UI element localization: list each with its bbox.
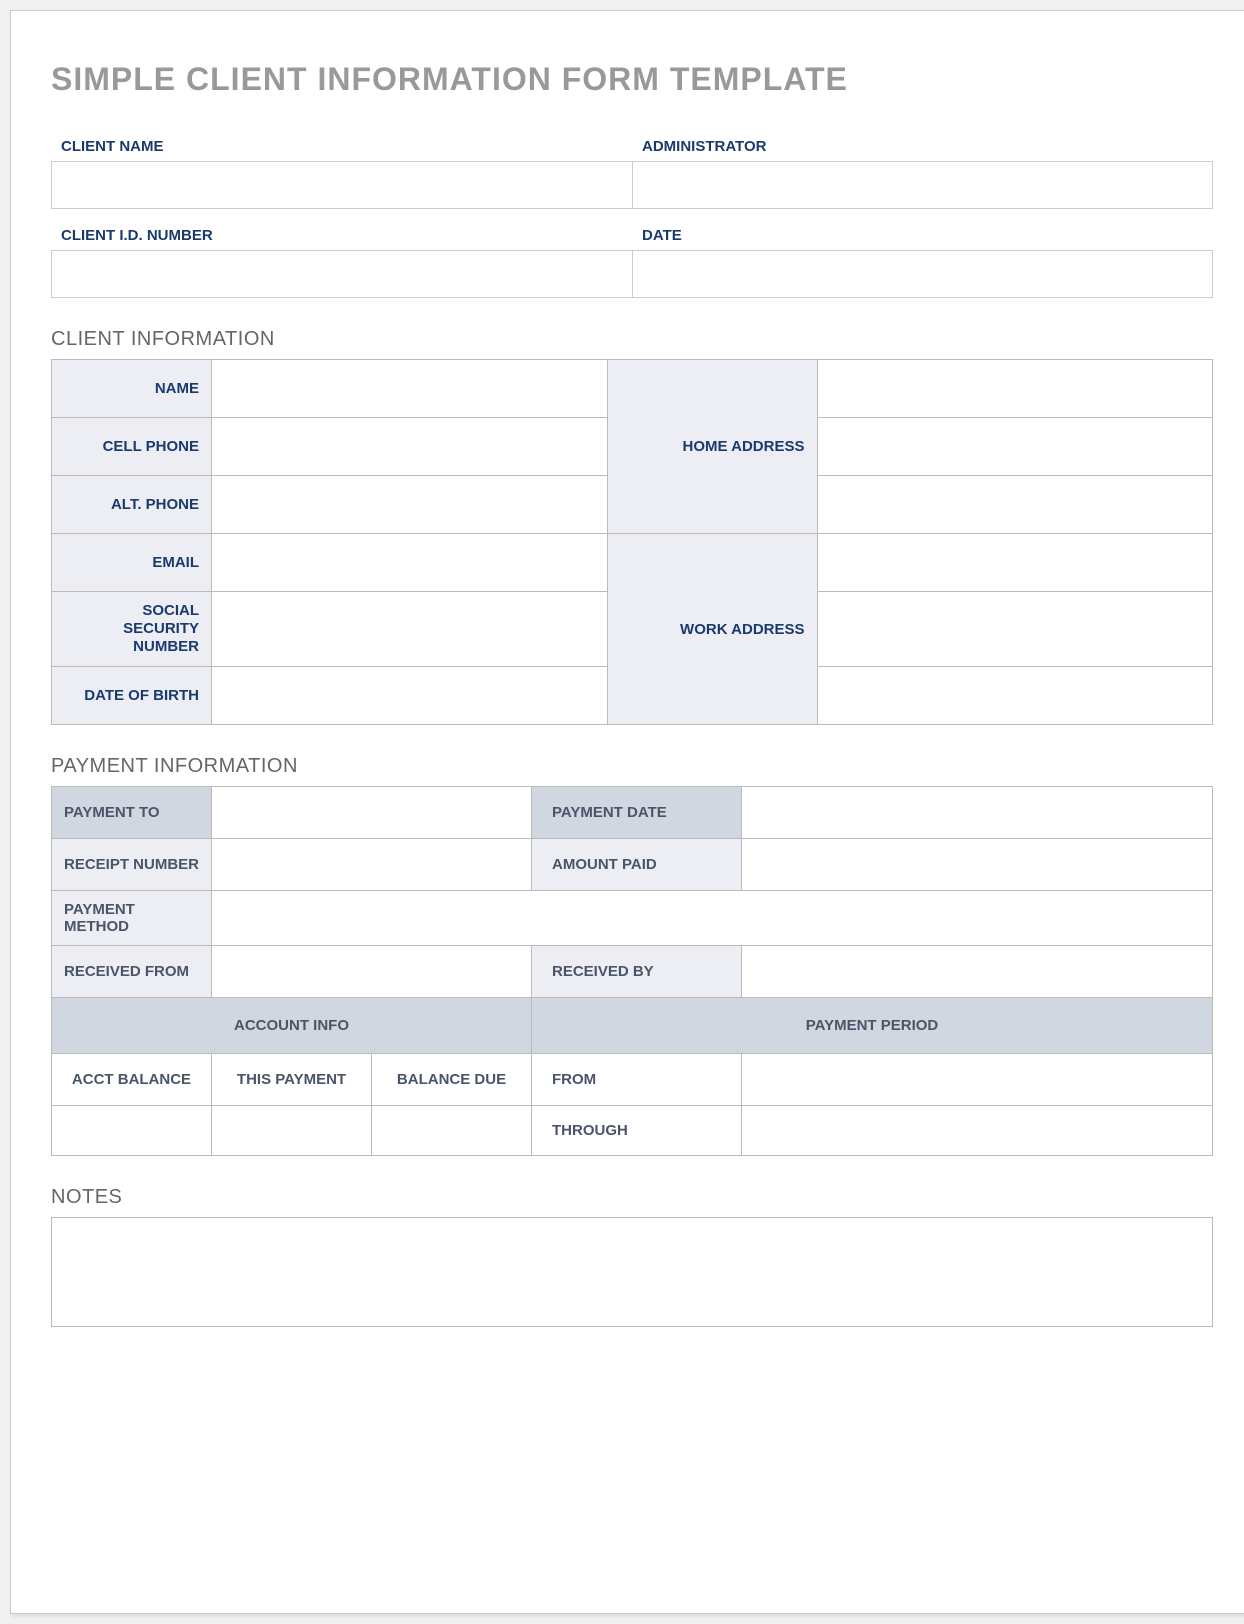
client-id-field: CLIENT I.D. NUMBER [51, 227, 632, 298]
client-name-input[interactable] [51, 161, 632, 209]
client-info-title: CLIENT INFORMATION [51, 328, 1213, 351]
name-input[interactable] [212, 360, 608, 418]
work-address-label: WORK ADDRESS [607, 534, 817, 725]
this-payment-label: THIS PAYMENT [212, 1054, 372, 1106]
received-from-label: RECEIVED FROM [52, 946, 212, 998]
client-name-label: CLIENT NAME [51, 138, 632, 161]
email-input[interactable] [212, 534, 608, 592]
payment-to-input[interactable] [212, 787, 532, 839]
amount-paid-input[interactable] [742, 839, 1213, 891]
home-address-label: HOME ADDRESS [607, 360, 817, 534]
received-by-input[interactable] [742, 946, 1213, 998]
acct-balance-input[interactable] [52, 1106, 212, 1156]
payment-to-label: PAYMENT TO [52, 787, 212, 839]
client-info-table: NAME HOME ADDRESS CELL PHONE ALT. PHONE … [51, 359, 1213, 725]
received-from-input[interactable] [212, 946, 532, 998]
received-by-label: RECEIVED BY [532, 946, 742, 998]
this-payment-input[interactable] [212, 1106, 372, 1156]
payment-date-input[interactable] [742, 787, 1213, 839]
name-label: NAME [52, 360, 212, 418]
work-address-input-3[interactable] [817, 667, 1213, 725]
balance-due-label: BALANCE DUE [372, 1054, 532, 1106]
payment-info-table: PAYMENT TO PAYMENT DATE RECEIPT NUMBER A… [51, 786, 1213, 1156]
header-row-2: CLIENT I.D. NUMBER DATE [51, 227, 1213, 298]
cell-phone-label: CELL PHONE [52, 418, 212, 476]
acct-balance-label: ACCT BALANCE [52, 1054, 212, 1106]
home-address-input-2[interactable] [817, 418, 1213, 476]
ssn-label: SOCIAL SECURITY NUMBER [52, 592, 212, 667]
account-info-header: ACCOUNT INFO [52, 998, 532, 1054]
header-row-1: CLIENT NAME ADMINISTRATOR [51, 138, 1213, 209]
client-name-field: CLIENT NAME [51, 138, 632, 209]
client-id-label: CLIENT I.D. NUMBER [51, 227, 632, 250]
through-label: THROUGH [532, 1106, 742, 1156]
alt-phone-label: ALT. PHONE [52, 476, 212, 534]
payment-date-label: PAYMENT DATE [532, 787, 742, 839]
payment-period-header: PAYMENT PERIOD [532, 998, 1213, 1054]
date-label: DATE [632, 227, 1213, 250]
dob-label: DATE OF BIRTH [52, 667, 212, 725]
from-label: FROM [532, 1054, 742, 1106]
receipt-number-input[interactable] [212, 839, 532, 891]
payment-info-title: PAYMENT INFORMATION [51, 755, 1213, 778]
administrator-label: ADMINISTRATOR [632, 138, 1213, 161]
from-input[interactable] [742, 1054, 1213, 1106]
amount-paid-label: AMOUNT PAID [532, 839, 742, 891]
balance-due-input[interactable] [372, 1106, 532, 1156]
administrator-input[interactable] [632, 161, 1213, 209]
home-address-input-1[interactable] [817, 360, 1213, 418]
notes-title: NOTES [51, 1186, 1213, 1209]
home-address-input-3[interactable] [817, 476, 1213, 534]
ssn-input[interactable] [212, 592, 608, 667]
client-id-input[interactable] [51, 250, 632, 298]
dob-input[interactable] [212, 667, 608, 725]
payment-method-input[interactable] [212, 891, 1213, 946]
date-input[interactable] [632, 250, 1213, 298]
through-input[interactable] [742, 1106, 1213, 1156]
cell-phone-input[interactable] [212, 418, 608, 476]
administrator-field: ADMINISTRATOR [632, 138, 1213, 209]
payment-method-label: PAYMENT METHOD [52, 891, 212, 946]
date-field: DATE [632, 227, 1213, 298]
form-page: SIMPLE CLIENT INFORMATION FORM TEMPLATE … [10, 10, 1244, 1614]
alt-phone-input[interactable] [212, 476, 608, 534]
email-label: EMAIL [52, 534, 212, 592]
work-address-input-2[interactable] [817, 592, 1213, 667]
notes-input[interactable] [51, 1217, 1213, 1327]
work-address-input-1[interactable] [817, 534, 1213, 592]
page-title: SIMPLE CLIENT INFORMATION FORM TEMPLATE [51, 61, 1213, 98]
receipt-number-label: RECEIPT NUMBER [52, 839, 212, 891]
